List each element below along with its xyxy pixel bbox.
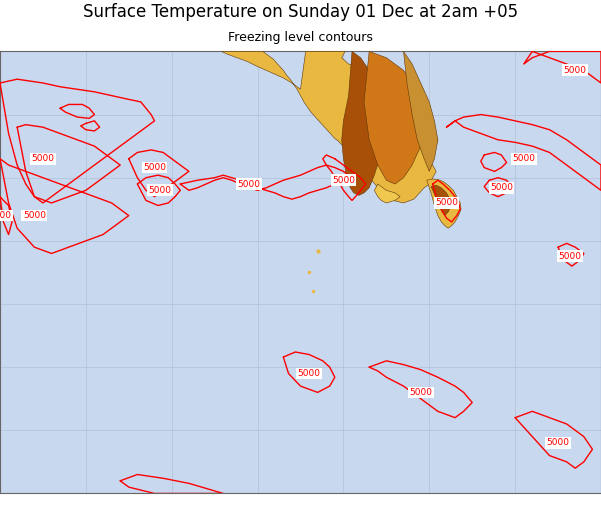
Text: 5000: 5000 (435, 198, 458, 208)
Text: 5000: 5000 (31, 154, 55, 163)
Text: 5000: 5000 (23, 211, 46, 220)
Text: 5000: 5000 (558, 251, 582, 261)
Text: 5000: 5000 (148, 186, 171, 195)
Text: 5000: 5000 (512, 154, 535, 163)
Text: Surface Temperature on Sunday 01 Dec at 2am +05: Surface Temperature on Sunday 01 Dec at … (83, 3, 518, 21)
Text: 5000: 5000 (490, 183, 513, 192)
Text: 5000: 5000 (546, 438, 570, 447)
Polygon shape (222, 51, 438, 203)
Polygon shape (342, 51, 386, 195)
Text: 5000: 5000 (409, 388, 432, 397)
Text: 5000: 5000 (297, 369, 320, 378)
Text: 5000: 5000 (564, 66, 587, 75)
Text: Freezing level contours: Freezing level contours (228, 30, 373, 44)
Text: 5000: 5000 (237, 179, 260, 189)
Polygon shape (403, 51, 438, 171)
Polygon shape (364, 51, 426, 184)
Text: 5000: 5000 (143, 163, 166, 172)
Polygon shape (427, 179, 461, 228)
Polygon shape (431, 185, 451, 215)
Text: 5000: 5000 (332, 176, 355, 185)
Polygon shape (374, 184, 400, 203)
Text: 5000: 5000 (0, 211, 11, 220)
